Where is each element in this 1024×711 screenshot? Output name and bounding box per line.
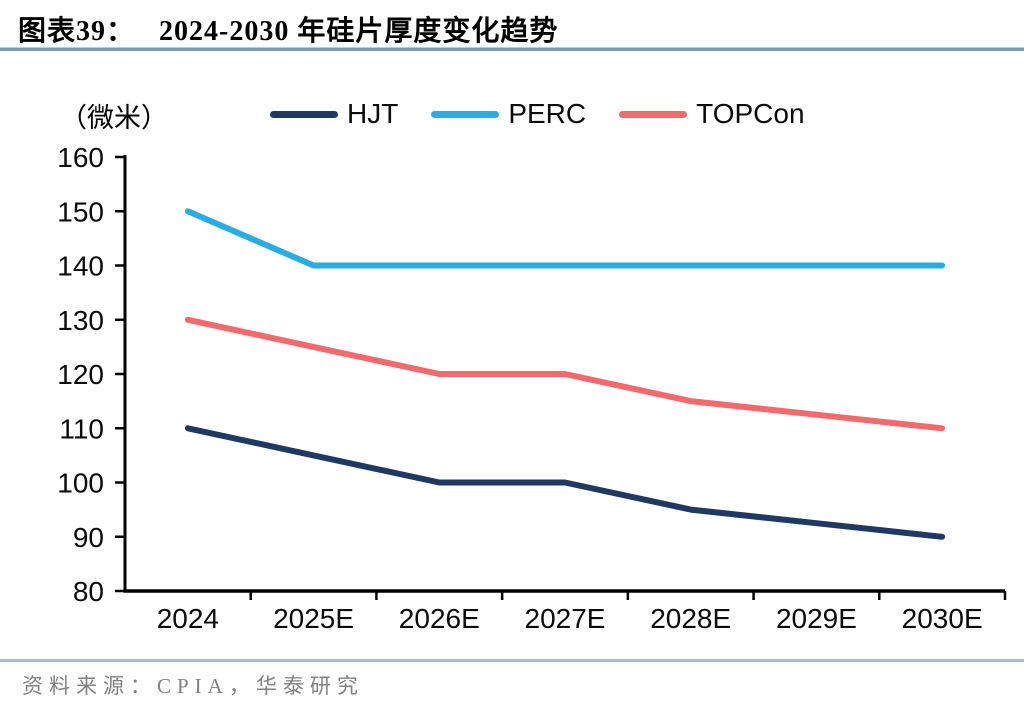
figure-title: 图表39： 2024-2030 年硅片厚度变化趋势	[18, 9, 558, 49]
y-tick-label: 140	[57, 251, 104, 282]
legend-item-hjt: HJT	[270, 100, 398, 128]
series-line-hjt	[184, 425, 946, 540]
x-tick-label: 2027E	[525, 603, 606, 634]
y-tick-label: 120	[57, 359, 104, 390]
x-tick-label: 2024	[157, 603, 219, 634]
legend-swatch-topcon	[619, 110, 688, 118]
y-axis-unit-label: （微米）	[60, 103, 168, 133]
legend-item-perc: PERC	[431, 100, 586, 128]
y-tick-label: 150	[57, 196, 104, 227]
series-line-perc	[184, 208, 946, 269]
y-tick-label: 90	[73, 522, 104, 553]
x-tick-label: 2026E	[399, 603, 480, 634]
legend-item-topcon: TOPCon	[619, 98, 805, 129]
y-tick-label: 160	[57, 142, 104, 173]
series-line-topcon	[184, 316, 946, 432]
x-tick-label: 2028E	[650, 603, 731, 634]
legend-swatch-hjt	[270, 110, 338, 118]
footer-divider	[0, 659, 1024, 662]
figure-name: 2024-2030 年硅片厚度变化趋势	[159, 16, 559, 47]
x-tick-label: 2029E	[776, 603, 857, 634]
x-tick-label: 2025E	[273, 603, 354, 634]
legend-label-hjt: HJT	[347, 98, 399, 129]
chart-legend: HJT PERC TOPCon	[270, 100, 805, 128]
legend-label-perc: PERC	[508, 98, 587, 129]
y-tick-label: 100	[57, 468, 104, 499]
title-underline	[0, 47, 1024, 51]
source-text: 资料来源：CPIA，华泰研究	[22, 674, 364, 698]
y-tick-label: 110	[59, 413, 104, 444]
figure-number: 图表39：	[18, 16, 136, 47]
legend-label-topcon: TOPCon	[696, 98, 805, 129]
x-tick-label: 2030E	[902, 603, 983, 634]
y-tick-label: 130	[57, 305, 104, 336]
y-tick-label: 80	[73, 576, 104, 607]
legend-swatch-perc	[431, 110, 500, 118]
